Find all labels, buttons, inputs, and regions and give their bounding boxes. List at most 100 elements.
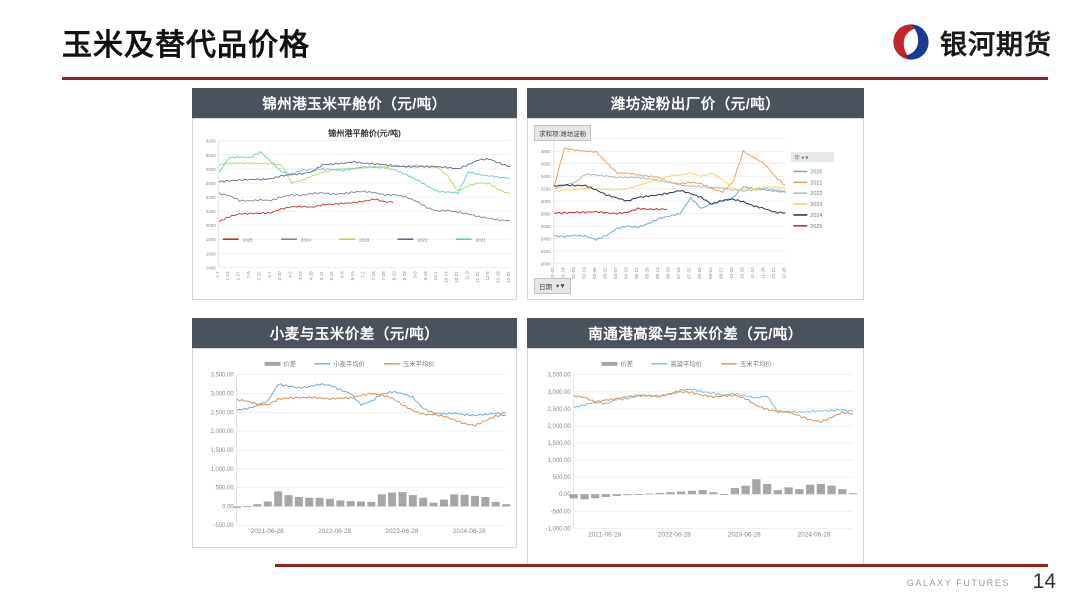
- panel-title-wheat-corn: 小麦与玉米价差（元/吨）: [192, 318, 517, 348]
- svg-text:02-03: 02-03: [571, 267, 576, 279]
- panel-title-weifang: 潍坊淀粉出厂价（元/吨）: [527, 88, 864, 118]
- svg-text:小麦平均价: 小麦平均价: [333, 359, 365, 368]
- svg-text:2,500.00: 2,500.00: [211, 410, 235, 416]
- svg-text:2025: 2025: [810, 224, 822, 230]
- slide-header: 玉米及替代品价格 银河期货: [0, 0, 1080, 82]
- svg-text:3,000.00: 3,000.00: [211, 392, 235, 398]
- svg-text:价差: 价差: [620, 359, 633, 368]
- svg-text:3000: 3000: [541, 199, 552, 204]
- pivot-date-filter-button[interactable]: 日期 ▾▼: [534, 278, 571, 294]
- svg-text:2400: 2400: [541, 236, 552, 241]
- svg-text:05-12: 05-12: [634, 267, 639, 279]
- svg-text:2022-06-28: 2022-06-28: [318, 528, 351, 535]
- svg-text:2-9: 2-9: [246, 271, 251, 278]
- svg-text:7-15: 7-15: [371, 271, 376, 281]
- svg-text:2024-06-28: 2024-06-28: [453, 528, 486, 535]
- svg-text:年 ▾▼: 年 ▾▼: [794, 154, 809, 162]
- svg-text:03-06: 03-06: [592, 267, 597, 279]
- brand-lockup: 银河期货: [891, 22, 1052, 62]
- svg-text:04-23: 04-23: [624, 267, 629, 279]
- svg-text:2024: 2024: [301, 237, 312, 242]
- svg-text:12-31: 12-31: [506, 271, 511, 283]
- svg-text:2023: 2023: [359, 237, 370, 242]
- svg-text:3200: 3200: [206, 139, 217, 144]
- pivot-field-button-weifang[interactable]: 求和项:潍坊淀粉: [534, 125, 592, 141]
- svg-text:1,500.00: 1,500.00: [548, 441, 572, 447]
- svg-text:10-1: 10-1: [433, 271, 438, 281]
- svg-text:2022-06-28: 2022-06-28: [658, 531, 691, 538]
- svg-text:2000: 2000: [206, 223, 217, 228]
- panel-weifang-starch: 潍坊淀粉出厂价（元/吨） 400038003600340032003000280…: [527, 88, 864, 300]
- svg-text:8-23: 8-23: [402, 271, 407, 281]
- svg-text:12-12: 12-12: [771, 267, 776, 279]
- svg-text:4-15: 4-15: [298, 271, 303, 281]
- svg-text:1-14: 1-14: [225, 271, 230, 281]
- svg-text:12-5: 12-5: [485, 271, 490, 281]
- svg-text:10-03: 10-03: [729, 267, 734, 279]
- svg-text:6-6: 6-6: [340, 271, 345, 278]
- svg-text:1,000.00: 1,000.00: [211, 467, 235, 473]
- panel-title-sorghum-corn: 南通港高粱与玉米价差（元/吨）: [527, 318, 864, 348]
- svg-text:2600: 2600: [541, 224, 552, 229]
- panel-body-jinzhou: 3200 3000 2800 2600 2400 2200 2000 1800 1600 1400…: [192, 118, 517, 300]
- svg-text:4-2: 4-2: [288, 271, 293, 278]
- svg-text:2021-06-28: 2021-06-28: [588, 531, 621, 538]
- pivot-field-label: 求和项:潍坊淀粉: [539, 131, 587, 138]
- svg-text:1,000.00: 1,000.00: [548, 458, 572, 464]
- svg-text:3800: 3800: [541, 149, 552, 154]
- svg-text:1600: 1600: [206, 251, 217, 256]
- svg-text:06-13: 06-13: [655, 267, 660, 279]
- svg-text:1-27: 1-27: [236, 271, 241, 281]
- svg-text:3,500.00: 3,500.00: [211, 373, 235, 379]
- svg-text:2-22: 2-22: [256, 271, 261, 281]
- svg-text:02-19: 02-19: [581, 267, 586, 279]
- svg-text:1800: 1800: [206, 237, 217, 242]
- svg-text:3,000.00: 3,000.00: [548, 390, 572, 396]
- chart-sorghum-corn-spread: 3,500.00 3,000.00 2,500.00 2,000.00 1,500.00…: [528, 349, 863, 566]
- svg-text:1,500.00: 1,500.00: [211, 448, 235, 454]
- svg-text:-500.00: -500.00: [214, 523, 235, 529]
- galaxy-swirl-logo-icon: [893, 24, 929, 60]
- svg-text:2024-06-28: 2024-06-28: [798, 531, 831, 538]
- svg-text:2020: 2020: [810, 169, 822, 175]
- svg-text:2025: 2025: [243, 237, 254, 242]
- svg-text:9-5: 9-5: [412, 271, 417, 278]
- svg-text:2000: 2000: [541, 261, 552, 266]
- svg-text:03-22: 03-22: [602, 267, 607, 279]
- chart-weifang-starch: 4000380036003400320030002800260024002200…: [528, 119, 863, 299]
- svg-text:7-2: 7-2: [360, 271, 365, 278]
- svg-text:2024: 2024: [810, 213, 822, 219]
- brand-name: 银河期货: [940, 29, 1052, 60]
- svg-text:3600: 3600: [541, 162, 552, 167]
- filter-funnel-icon: ▾▼: [556, 283, 566, 290]
- panel-body-wheat-corn: 3,500.00 3,000.00 2,500.00 2,000.00 1,500.00…: [192, 348, 517, 548]
- svg-text:2021: 2021: [810, 180, 822, 186]
- panel-sorghum-corn-spread: 南通港高粱与玉米价差（元/吨） 3,500.00 3,000.00 2,500.00…: [527, 318, 864, 567]
- svg-text:12-28: 12-28: [781, 267, 786, 279]
- svg-text:06-29: 06-29: [666, 267, 671, 279]
- svg-text:5-11: 5-11: [319, 271, 324, 280]
- svg-text:3000: 3000: [206, 153, 217, 158]
- svg-text:2200: 2200: [206, 209, 217, 214]
- panel-jinzhou-corn-flat-price: 锦州港玉米平舱价（元/吨） 3200 3000 2800 2600 2400 2200 20…: [192, 88, 517, 300]
- svg-text:01-02: 01-02: [550, 267, 555, 279]
- svg-text:11-26: 11-26: [760, 267, 765, 279]
- svg-text:07-31: 07-31: [687, 267, 692, 279]
- svg-text:4-28: 4-28: [308, 271, 313, 281]
- svg-text:3400: 3400: [541, 174, 552, 179]
- svg-text:500.00: 500.00: [216, 486, 235, 492]
- panel-body-sorghum-corn: 3,500.00 3,000.00 2,500.00 2,000.00 1,500.00…: [527, 348, 864, 567]
- svg-text:10-14: 10-14: [444, 271, 449, 283]
- svg-text:锦州港平舱价(元/吨): 锦州港平舱价(元/吨): [328, 128, 401, 138]
- svg-text:3-7: 3-7: [267, 271, 272, 278]
- svg-text:玉米平均价: 玉米平均价: [403, 359, 435, 368]
- page-title: 玉米及替代品价格: [62, 29, 310, 62]
- svg-text:11-9: 11-9: [464, 271, 469, 280]
- svg-text:2023-06-28: 2023-06-28: [728, 531, 761, 538]
- chart-jinzhou-corn-flat-price: 3200 3000 2800 2600 2400 2200 2000 1800 1600 1400…: [193, 119, 516, 299]
- svg-text:04-07: 04-07: [613, 267, 618, 279]
- svg-text:2600: 2600: [206, 181, 217, 186]
- svg-text:2200: 2200: [541, 249, 552, 254]
- svg-text:1400: 1400: [206, 265, 217, 270]
